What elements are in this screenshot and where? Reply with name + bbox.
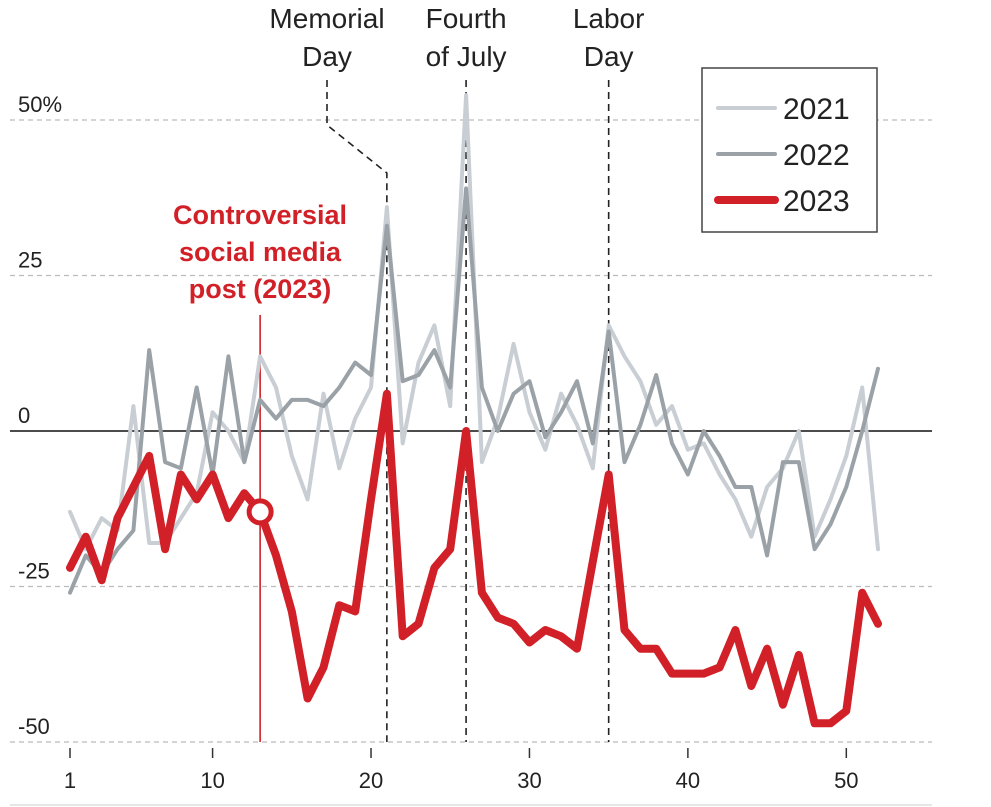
x-axis-ticks: 1 10 20 30 40 50 bbox=[10, 748, 932, 806]
y-tick-label: 50% bbox=[18, 92, 62, 117]
y-tick-label: -25 bbox=[18, 559, 50, 584]
event-label: Fourth bbox=[426, 3, 507, 34]
x-tick-label: 50 bbox=[834, 768, 858, 793]
event-label: Labor bbox=[573, 3, 645, 34]
annotation-marker bbox=[246, 498, 274, 526]
legend-label-2021: 2021 bbox=[783, 93, 850, 126]
legend: 2021 2022 2023 bbox=[701, 67, 878, 233]
annotation: Controversial social media post (2023) bbox=[173, 200, 347, 742]
annotation-label: social media bbox=[179, 237, 342, 267]
annotation-label: post (2023) bbox=[189, 274, 332, 304]
series-line-2022 bbox=[68, 186, 880, 595]
event-label: Day bbox=[584, 41, 634, 72]
event-label: Day bbox=[302, 41, 352, 72]
annotation-label: Controversial bbox=[173, 200, 347, 230]
x-tick-label: 10 bbox=[200, 768, 224, 793]
event-markers: Memorial Day Fourth of July Labor Day bbox=[269, 3, 644, 742]
legend-label-2023: 2023 bbox=[783, 185, 850, 218]
series-lines bbox=[66, 93, 882, 728]
x-tick-label: 30 bbox=[517, 768, 541, 793]
x-tick-label: 20 bbox=[359, 768, 383, 793]
x-tick-label: 40 bbox=[676, 768, 700, 793]
series-line-2023 bbox=[66, 389, 882, 728]
y-tick-label: 0 bbox=[18, 403, 30, 428]
y-tick-label: -50 bbox=[18, 714, 50, 739]
legend-label-2022: 2022 bbox=[783, 139, 850, 172]
x-tick-label: 1 bbox=[64, 768, 76, 793]
legend-box bbox=[701, 67, 878, 233]
event-label: Memorial bbox=[269, 3, 384, 34]
event-label: of July bbox=[426, 41, 507, 72]
y-axis-ticks: 50% 25 0 -25 -50 bbox=[18, 92, 62, 739]
y-tick-label: 25 bbox=[18, 248, 42, 273]
